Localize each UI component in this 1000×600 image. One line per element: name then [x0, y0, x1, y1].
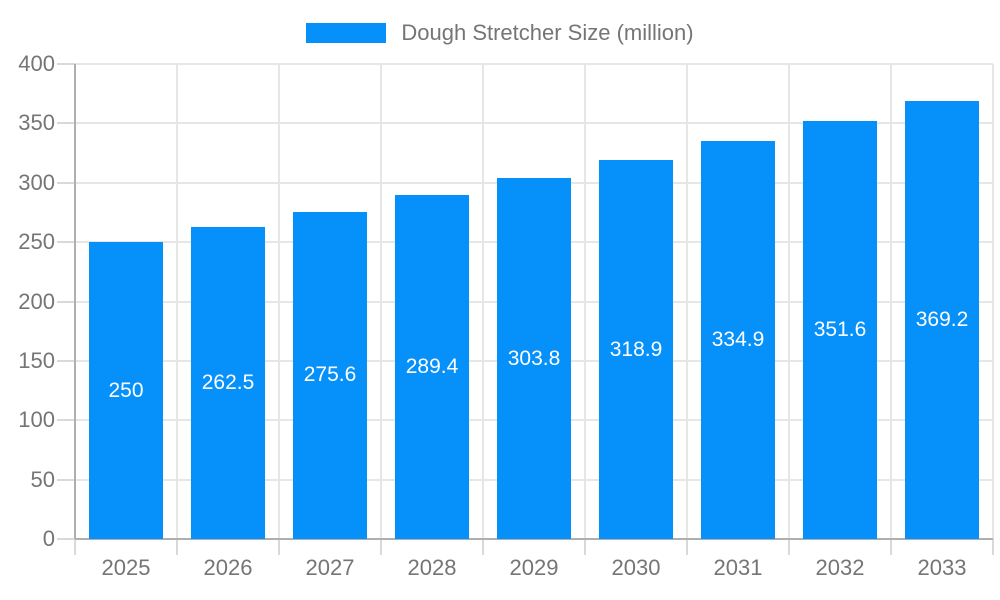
y-axis-tick	[57, 122, 75, 125]
y-axis-tick	[57, 241, 75, 244]
x-axis-tick	[278, 539, 280, 555]
y-axis-label: 100	[18, 407, 55, 433]
x-axis-tick	[74, 539, 76, 555]
x-axis-label: 2028	[407, 555, 457, 580]
y-axis-label: 300	[18, 169, 55, 195]
x-axis-tick	[992, 539, 994, 555]
bar-value-label: 275.6	[303, 363, 357, 387]
y-axis-label: 0	[42, 526, 55, 551]
bar-2028[interactable]	[395, 195, 469, 539]
gridline-x	[686, 64, 688, 539]
bar-2031[interactable]	[701, 141, 775, 539]
y-axis-tick	[57, 419, 75, 422]
bar-value-label: 318.9	[609, 337, 663, 361]
gridline-y	[75, 63, 993, 65]
gridline-x	[992, 64, 994, 539]
y-axis-label: 250	[18, 229, 55, 255]
gridline-x	[788, 64, 790, 539]
chart-legend[interactable]: Dough Stretcher Size (million)	[0, 18, 1000, 48]
x-axis-label: 2026	[203, 555, 253, 580]
y-axis-tick	[57, 63, 75, 65]
bar-value-label: 250	[108, 378, 144, 402]
gridline-x	[890, 64, 892, 539]
y-axis-tick	[57, 181, 75, 184]
x-axis-tick	[788, 539, 790, 555]
x-axis-tick	[176, 539, 178, 555]
y-axis-line	[74, 64, 76, 539]
x-axis-label: 2030	[611, 555, 661, 580]
x-axis-tick	[890, 539, 892, 555]
gridline-x	[278, 64, 280, 539]
bar-2026[interactable]	[191, 227, 265, 539]
legend-label: Dough Stretcher Size (million)	[401, 20, 694, 45]
bar-value-label: 262.5	[201, 371, 255, 395]
y-axis-label: 200	[18, 288, 55, 314]
bar-2025[interactable]	[89, 242, 163, 539]
bar-value-label: 289.4	[405, 355, 459, 379]
bar-value-label: 369.2	[915, 307, 969, 331]
bar-2029[interactable]	[497, 178, 571, 539]
y-axis-tick	[57, 478, 75, 481]
gridline-x	[482, 64, 484, 539]
x-axis-tick	[686, 539, 688, 555]
x-axis-tick	[584, 539, 586, 555]
y-axis-tick	[57, 359, 75, 362]
y-axis-label: 150	[18, 347, 55, 373]
x-axis-label: 2033	[917, 555, 967, 580]
x-axis-label: 2027	[305, 555, 355, 580]
y-axis-tick	[57, 300, 75, 303]
y-axis-label: 50	[30, 466, 55, 492]
bar-2033[interactable]	[905, 100, 979, 539]
y-axis-label: 350	[18, 110, 55, 136]
x-axis-tick	[380, 539, 382, 555]
bar-value-label: 303.8	[507, 346, 561, 370]
y-axis-label: 400	[18, 51, 55, 76]
bar-2027[interactable]	[293, 211, 367, 539]
y-axis-tick	[57, 538, 75, 540]
gridline-x	[176, 64, 178, 539]
gridline-x	[584, 64, 586, 539]
x-axis-label: 2032	[815, 555, 865, 580]
bar-value-label: 334.9	[711, 328, 765, 352]
bar-value-label: 351.6	[813, 318, 867, 342]
x-axis-label: 2025	[101, 555, 151, 580]
x-axis-tick	[482, 539, 484, 555]
legend-swatch-icon	[306, 23, 387, 43]
x-axis-label: 2029	[509, 555, 559, 580]
bar-2032[interactable]	[803, 121, 877, 539]
gridline-y	[75, 122, 993, 125]
gridline-x	[380, 64, 382, 539]
bar-2030[interactable]	[599, 160, 673, 539]
x-axis-line	[75, 538, 993, 540]
x-axis-label: 2031	[713, 555, 763, 580]
